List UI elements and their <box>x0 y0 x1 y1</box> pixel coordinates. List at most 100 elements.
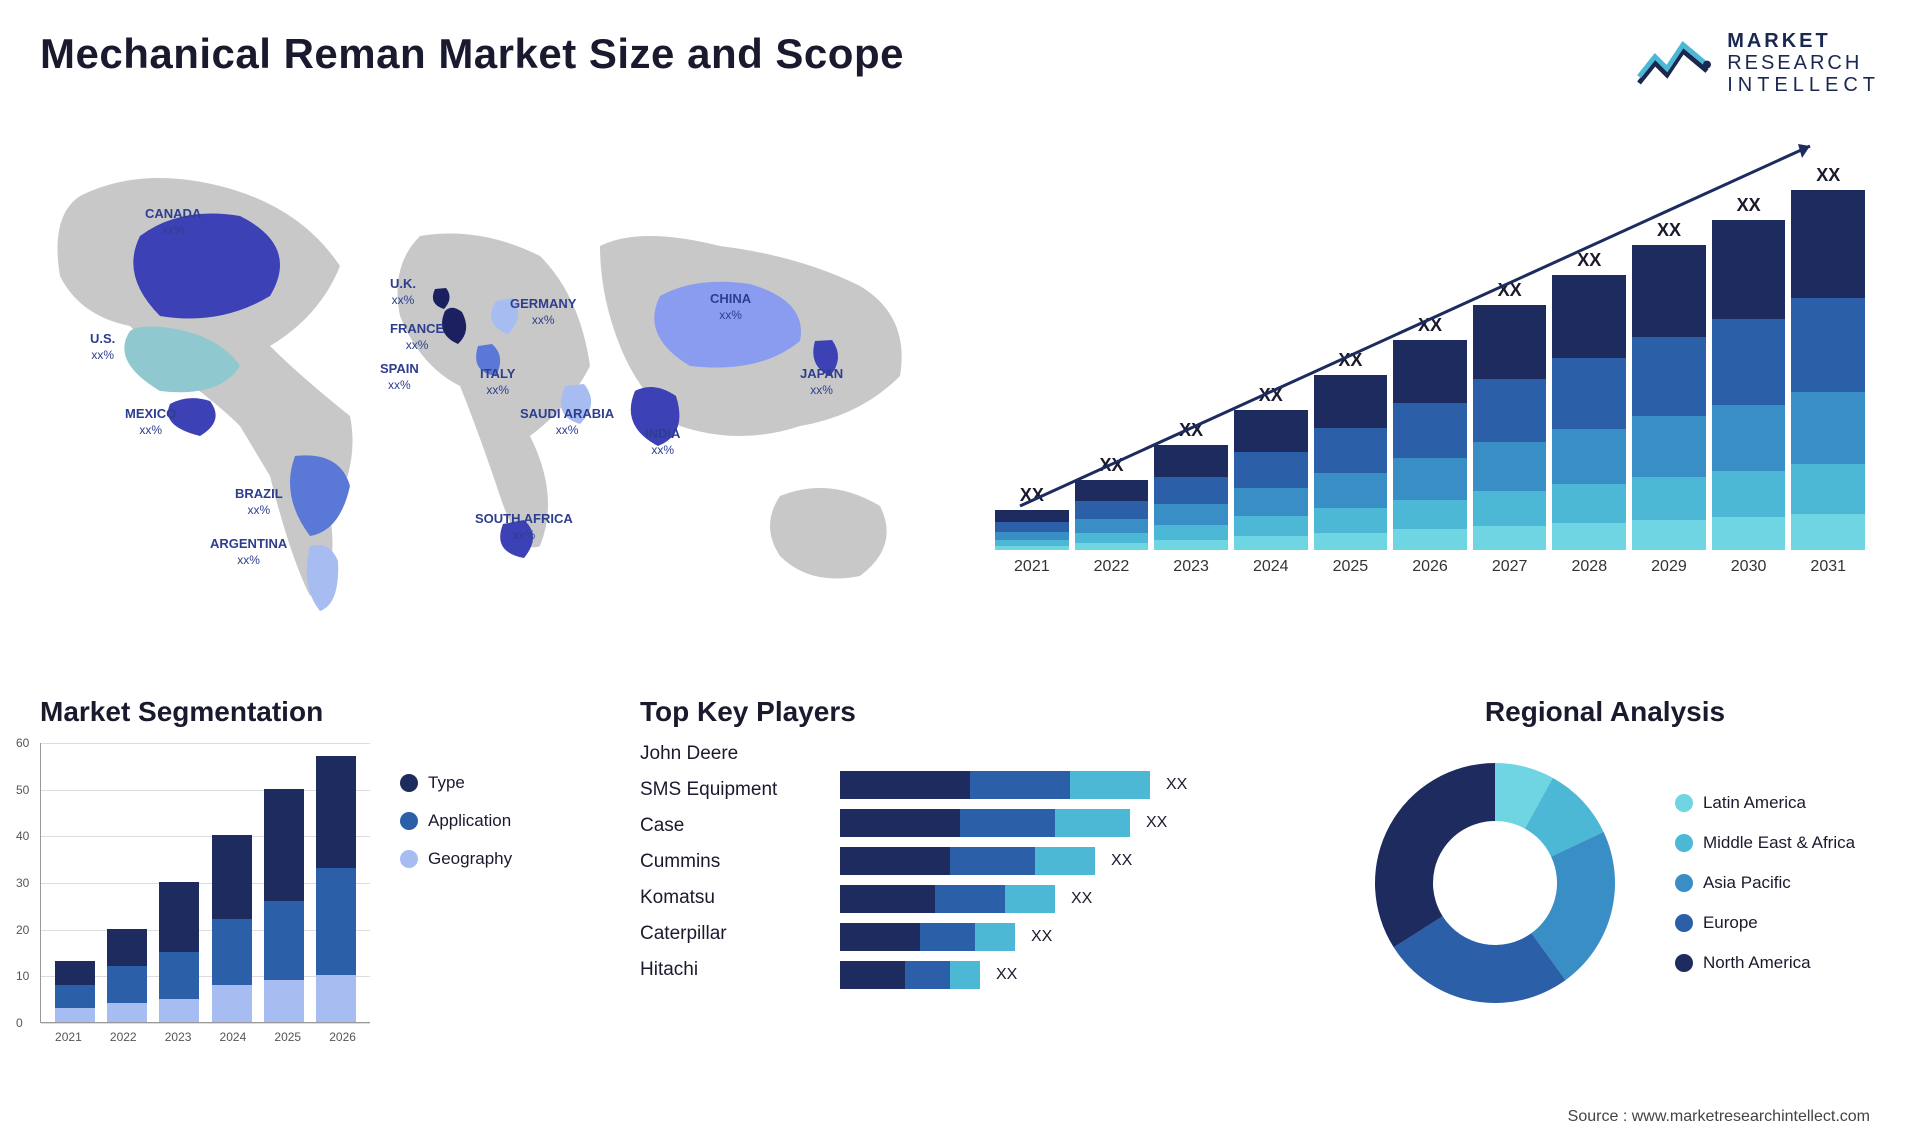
growth-bar-segment <box>1791 190 1865 298</box>
player-bar-stack <box>840 847 1095 875</box>
legend-dot <box>400 850 418 868</box>
player-name: John Deere <box>640 743 820 765</box>
seg-ytick: 0 <box>16 1016 23 1030</box>
growth-bar-segment <box>1712 517 1786 550</box>
player-bar-row: XX <box>840 809 1290 837</box>
growth-bar-segment <box>1712 471 1786 517</box>
players-names-list: John DeereSMS EquipmentCaseCumminsKomats… <box>640 743 820 989</box>
player-bar-value: XX <box>996 966 1017 984</box>
logo-line2: RESEARCH <box>1727 52 1880 74</box>
player-bar-segment <box>950 847 1035 875</box>
player-bar-value: XX <box>1146 814 1167 832</box>
player-bar-segment <box>840 923 920 951</box>
growth-bar-segment <box>1473 526 1547 551</box>
seg-bar-segment <box>212 985 252 1022</box>
legend-label: Asia Pacific <box>1703 873 1791 893</box>
regional-legend: Latin America Middle East & Africa Asia Pa… <box>1675 793 1855 973</box>
growth-bar-value: XX <box>1577 250 1601 271</box>
seg-bar-segment <box>55 985 95 1008</box>
growth-bar-segment <box>1712 319 1786 405</box>
legend-label: Type <box>428 773 465 793</box>
seg-bar-segment <box>316 975 356 1022</box>
growth-bar-value: XX <box>1737 195 1761 216</box>
source-label: Source : www.marketresearchintellect.com <box>1568 1108 1870 1126</box>
growth-bar-segment <box>995 532 1069 540</box>
seg-ytick: 10 <box>16 969 29 983</box>
growth-bar-segment <box>1314 428 1388 474</box>
player-bar-segment <box>975 923 1015 951</box>
growth-bar-year: 2024 <box>1253 558 1289 576</box>
brand-logo: MARKET RESEARCH INTELLECT <box>1635 30 1880 96</box>
growth-bar-2029: XX2029 <box>1632 220 1706 576</box>
growth-bar-2021: XX2021 <box>995 485 1069 576</box>
regional-legend-item: Asia Pacific <box>1675 873 1855 893</box>
seg-legend-item: Application <box>400 811 512 831</box>
key-players-section: Top Key Players John DeereSMS EquipmentC… <box>640 696 1290 1023</box>
growth-bar-segment <box>1632 477 1706 520</box>
map-label-china: CHINAxx% <box>710 291 751 322</box>
donut-slice <box>1375 763 1495 947</box>
growth-bar-segment <box>1234 488 1308 516</box>
seg-bar-segment <box>159 999 199 1022</box>
map-label-canada: CANADAxx% <box>145 206 201 237</box>
legend-dot <box>1675 954 1693 972</box>
growth-bar-year: 2031 <box>1810 558 1846 576</box>
growth-bar-year: 2022 <box>1094 558 1130 576</box>
player-bar-row: XX <box>840 885 1290 913</box>
seg-bar-2022 <box>107 743 147 1022</box>
player-bar-segment <box>920 923 975 951</box>
growth-bar-segment <box>1314 473 1388 508</box>
player-bar-value: XX <box>1166 776 1187 794</box>
growth-bar-year: 2023 <box>1173 558 1209 576</box>
map-label-france: FRANCExx% <box>390 321 444 352</box>
growth-bar-segment <box>1314 375 1388 428</box>
growth-bar-value: XX <box>1259 385 1283 406</box>
player-bar-segment <box>1055 809 1130 837</box>
regional-legend-item: Europe <box>1675 913 1855 933</box>
map-label-japan: JAPANxx% <box>800 366 843 397</box>
growth-bar-segment <box>1791 464 1865 514</box>
seg-bar-segment <box>316 756 356 868</box>
growth-bar-segment <box>1234 516 1308 536</box>
growth-bar-segment <box>1393 458 1467 500</box>
growth-bar-segment <box>1632 520 1706 551</box>
player-bar-stack <box>840 923 1015 951</box>
growth-bar-segment <box>1393 500 1467 529</box>
growth-bar-year: 2025 <box>1333 558 1369 576</box>
growth-bar-year: 2030 <box>1731 558 1767 576</box>
regional-legend-item: Latin America <box>1675 793 1855 813</box>
player-bar-segment <box>840 771 970 799</box>
regional-title: Regional Analysis <box>1485 696 1725 728</box>
growth-bar-segment <box>1552 523 1626 551</box>
segmentation-section: Market Segmentation 0102030405060 202120… <box>40 696 600 1023</box>
regional-legend-item: Middle East & Africa <box>1675 833 1855 853</box>
seg-xlabel: 2021 <box>55 1030 82 1044</box>
player-bar-segment <box>970 771 1070 799</box>
players-bars: XXXXXXXXXXXX <box>840 743 1290 989</box>
seg-xlabel: 2024 <box>220 1030 247 1044</box>
seg-ytick: 20 <box>16 923 29 937</box>
player-bar-row: XX <box>840 771 1290 799</box>
seg-bar-segment <box>55 1008 95 1022</box>
growth-bar-value: XX <box>1179 420 1203 441</box>
growth-bar-value: XX <box>1338 350 1362 371</box>
player-bar-segment <box>950 961 980 989</box>
growth-bar-segment <box>1234 452 1308 488</box>
player-bar-segment <box>935 885 1005 913</box>
growth-bar-2027: XX2027 <box>1473 280 1547 576</box>
growth-bar-value: XX <box>1498 280 1522 301</box>
growth-bar-value: XX <box>1816 165 1840 186</box>
player-bar-stack <box>840 809 1130 837</box>
player-name: SMS Equipment <box>640 779 820 801</box>
legend-label: Geography <box>428 849 512 869</box>
player-bar-segment <box>840 885 935 913</box>
growth-bar-segment <box>1712 220 1786 319</box>
growth-bar-segment <box>1791 392 1865 464</box>
growth-bar-segment <box>1473 379 1547 443</box>
growth-bar-segment <box>1473 305 1547 379</box>
growth-bar-2031: XX 2031 <box>1791 165 1865 576</box>
growth-bar-segment <box>1075 501 1149 519</box>
growth-bar-year: 2026 <box>1412 558 1448 576</box>
map-label-italy: ITALYxx% <box>480 366 515 397</box>
growth-bar-value: XX <box>1418 315 1442 336</box>
